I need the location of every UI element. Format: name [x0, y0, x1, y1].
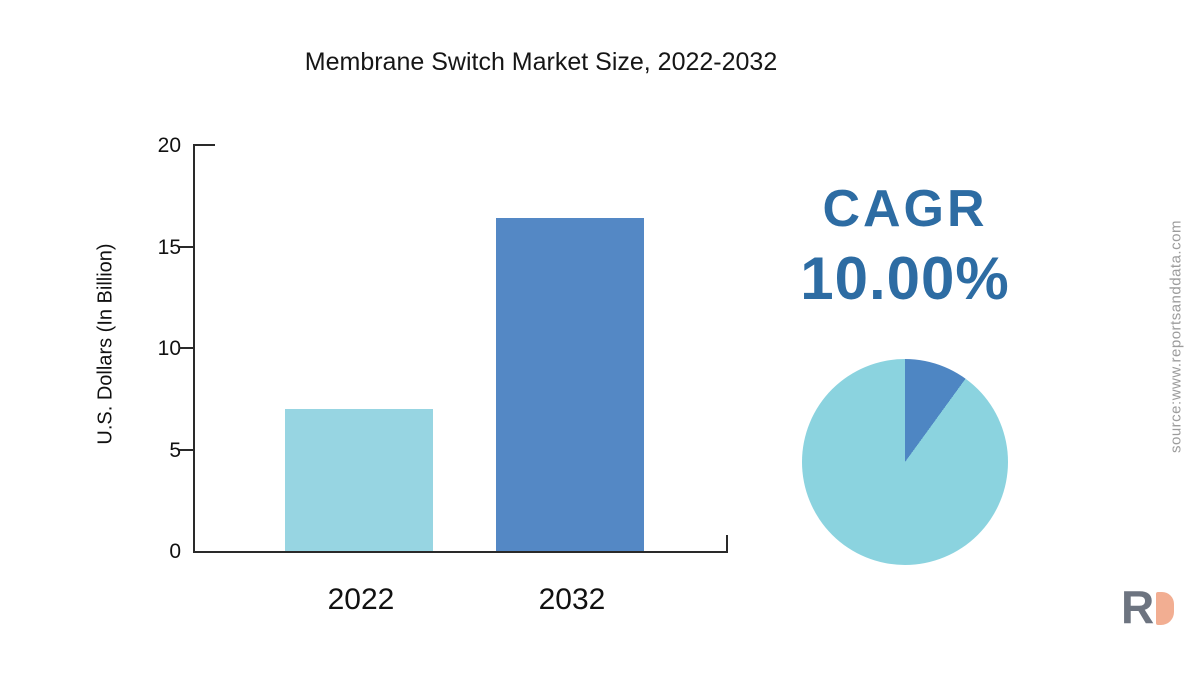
bar-2022: [285, 408, 433, 551]
y-tick-label: 10: [157, 337, 181, 360]
chart-title: Membrane Switch Market Size, 2022-2032: [304, 48, 778, 76]
source-watermark: source:www.reportsanddata.com: [1167, 220, 1185, 454]
y-tick-mark: [179, 245, 193, 248]
y-tick-mark: [179, 347, 193, 349]
y-tick-label: 0: [169, 540, 181, 563]
axis-top-tick: [193, 144, 215, 146]
y-tick-label: 5: [169, 438, 181, 462]
logo-letter-r: R: [1121, 581, 1155, 633]
x-tick-label-2032: 2032: [538, 583, 606, 616]
y-axis-label: U.S. Dollars (In Billion): [94, 243, 117, 445]
y-tick-labels: 0 5 10 15 20: [123, 134, 181, 563]
cagr-value: 10.00%: [800, 245, 1010, 312]
cagr-label: CAGR: [822, 180, 988, 238]
cagr-pie-chart: [802, 359, 1008, 565]
y-tick-label: 20: [157, 134, 181, 157]
x-tick-label-2022: 2022: [327, 583, 395, 616]
axis-right-tick: [726, 535, 728, 551]
brand-logo: R: [1121, 581, 1175, 633]
y-tick-mark: [179, 448, 193, 451]
y-tick-label: 15: [157, 235, 181, 259]
plot-area: 0 5 10 15 20 2022 2032: [158, 134, 728, 616]
logo-d-shape-icon: [1156, 592, 1175, 625]
cagr-block: CAGR 10.00%: [800, 183, 1010, 309]
bar-2032: [496, 218, 644, 551]
